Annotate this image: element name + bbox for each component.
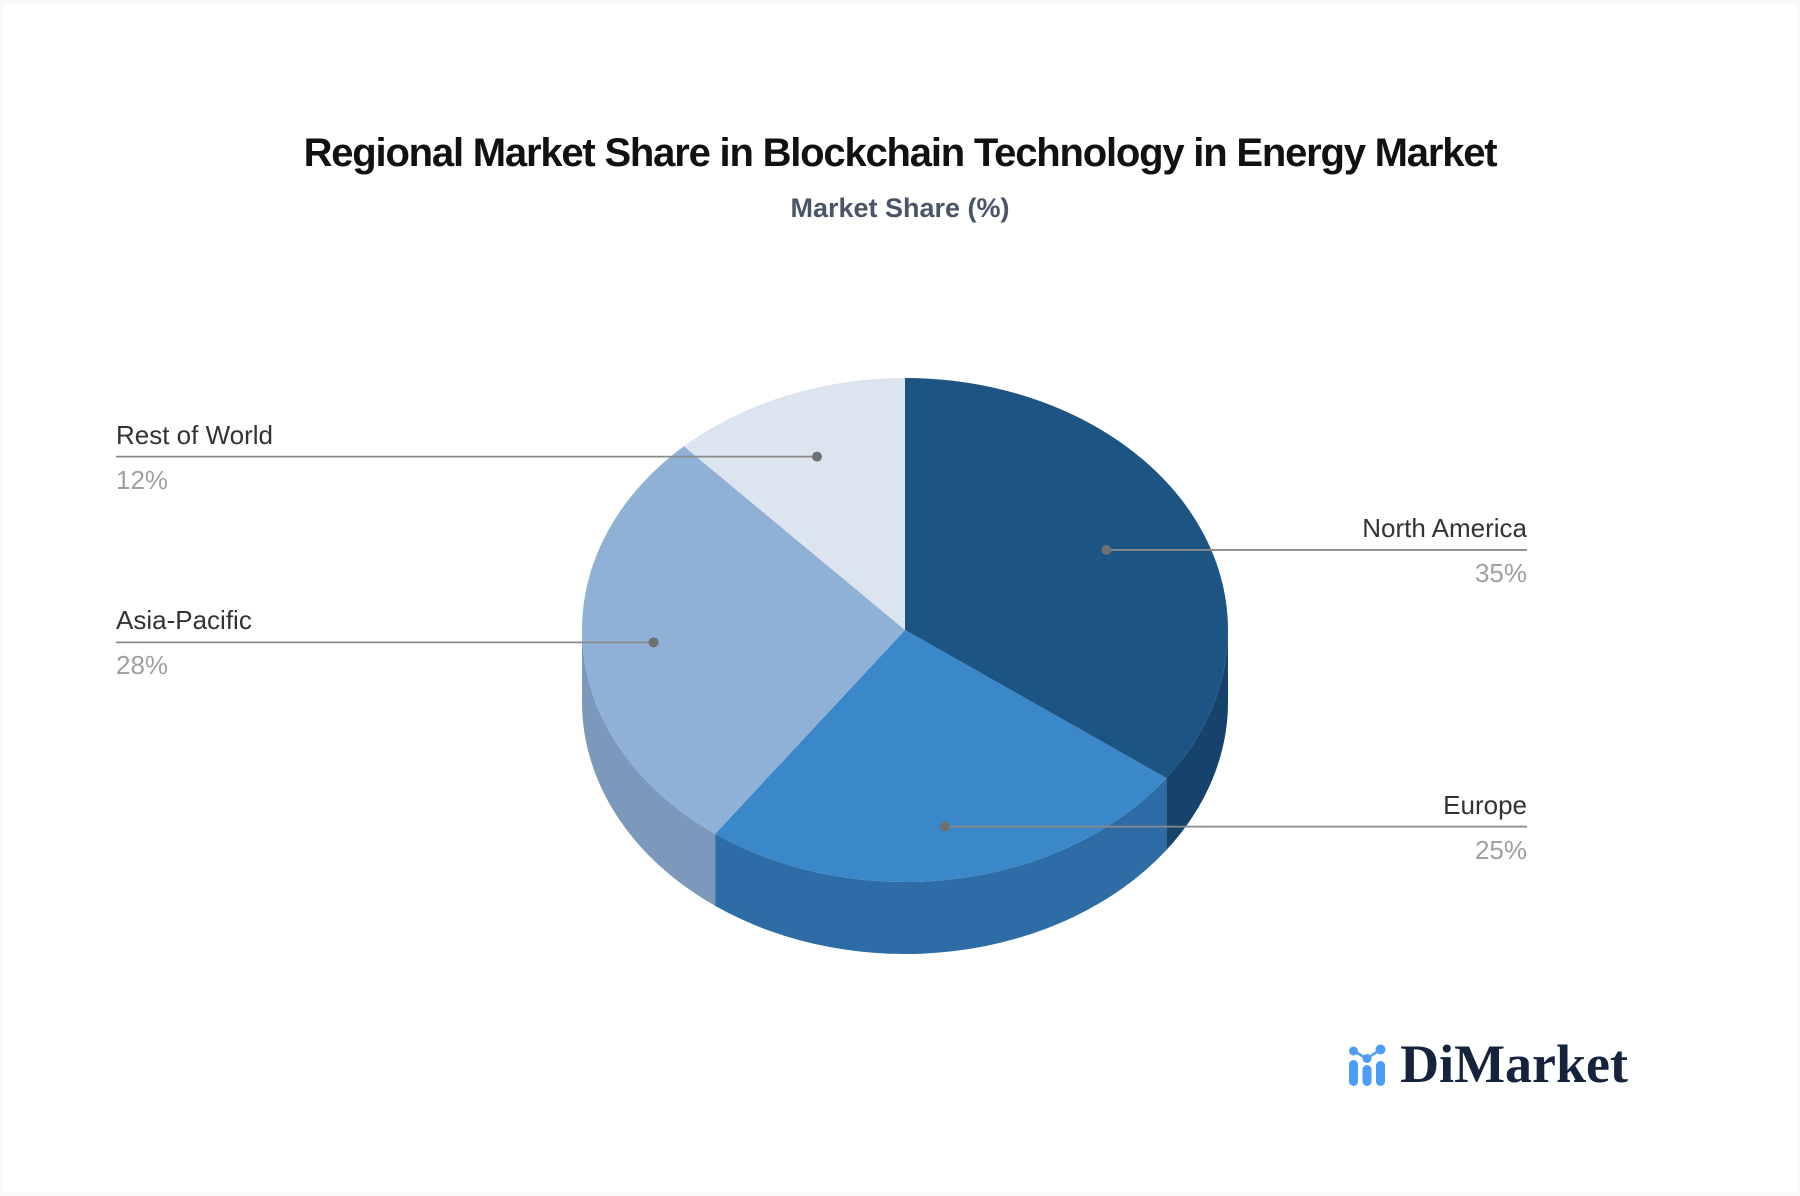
- chart-subtitle: Market Share (%): [790, 193, 1010, 223]
- pie-slice-europe[interactable]: [715, 630, 1167, 883]
- pie-slice-north-america[interactable]: [905, 378, 1228, 779]
- logo-wordmark: DiMarket: [1400, 1034, 1628, 1094]
- slice-value-europe: 25%: [1474, 834, 1527, 865]
- callout-dot-rest-of-world: [812, 451, 823, 462]
- window-edge-bottom: [0, 1192, 1800, 1196]
- slice-value-north-america: 35%: [1474, 557, 1527, 588]
- pie-slice-side-europe: [715, 778, 1167, 954]
- slice-value-rest-of-world: 12%: [116, 464, 169, 495]
- slice-label-asia-pacific: Asia-Pacific: [116, 605, 252, 636]
- callout-dot-asia-pacific: [648, 637, 659, 648]
- pie-slice-rest-of-world[interactable]: [683, 378, 905, 630]
- callout-dot-north-america: [1101, 544, 1112, 555]
- window-edge-top: [0, 0, 1800, 4]
- chart-title: Regional Market Share in Blockchain Tech…: [303, 131, 1498, 175]
- slice-label-north-america: North America: [1362, 512, 1527, 543]
- window-edge-left: [0, 0, 3, 1196]
- pie-slice-side-north-america: [1166, 630, 1228, 851]
- slice-label-europe: Europe: [1443, 789, 1527, 820]
- callout-dot-europe: [939, 821, 950, 832]
- slice-label-rest-of-world: Rest of World: [116, 419, 274, 450]
- pie-slice-side-asia-pacific: [582, 630, 716, 906]
- window-edge-right: [1797, 0, 1800, 1196]
- pie-slice-asia-pacific[interactable]: [582, 446, 905, 834]
- bar-chart-icon: [1349, 1044, 1386, 1086]
- dimarket-logo: DiMarket: [1347, 1035, 1628, 1093]
- slice-value-asia-pacific: 28%: [116, 650, 169, 681]
